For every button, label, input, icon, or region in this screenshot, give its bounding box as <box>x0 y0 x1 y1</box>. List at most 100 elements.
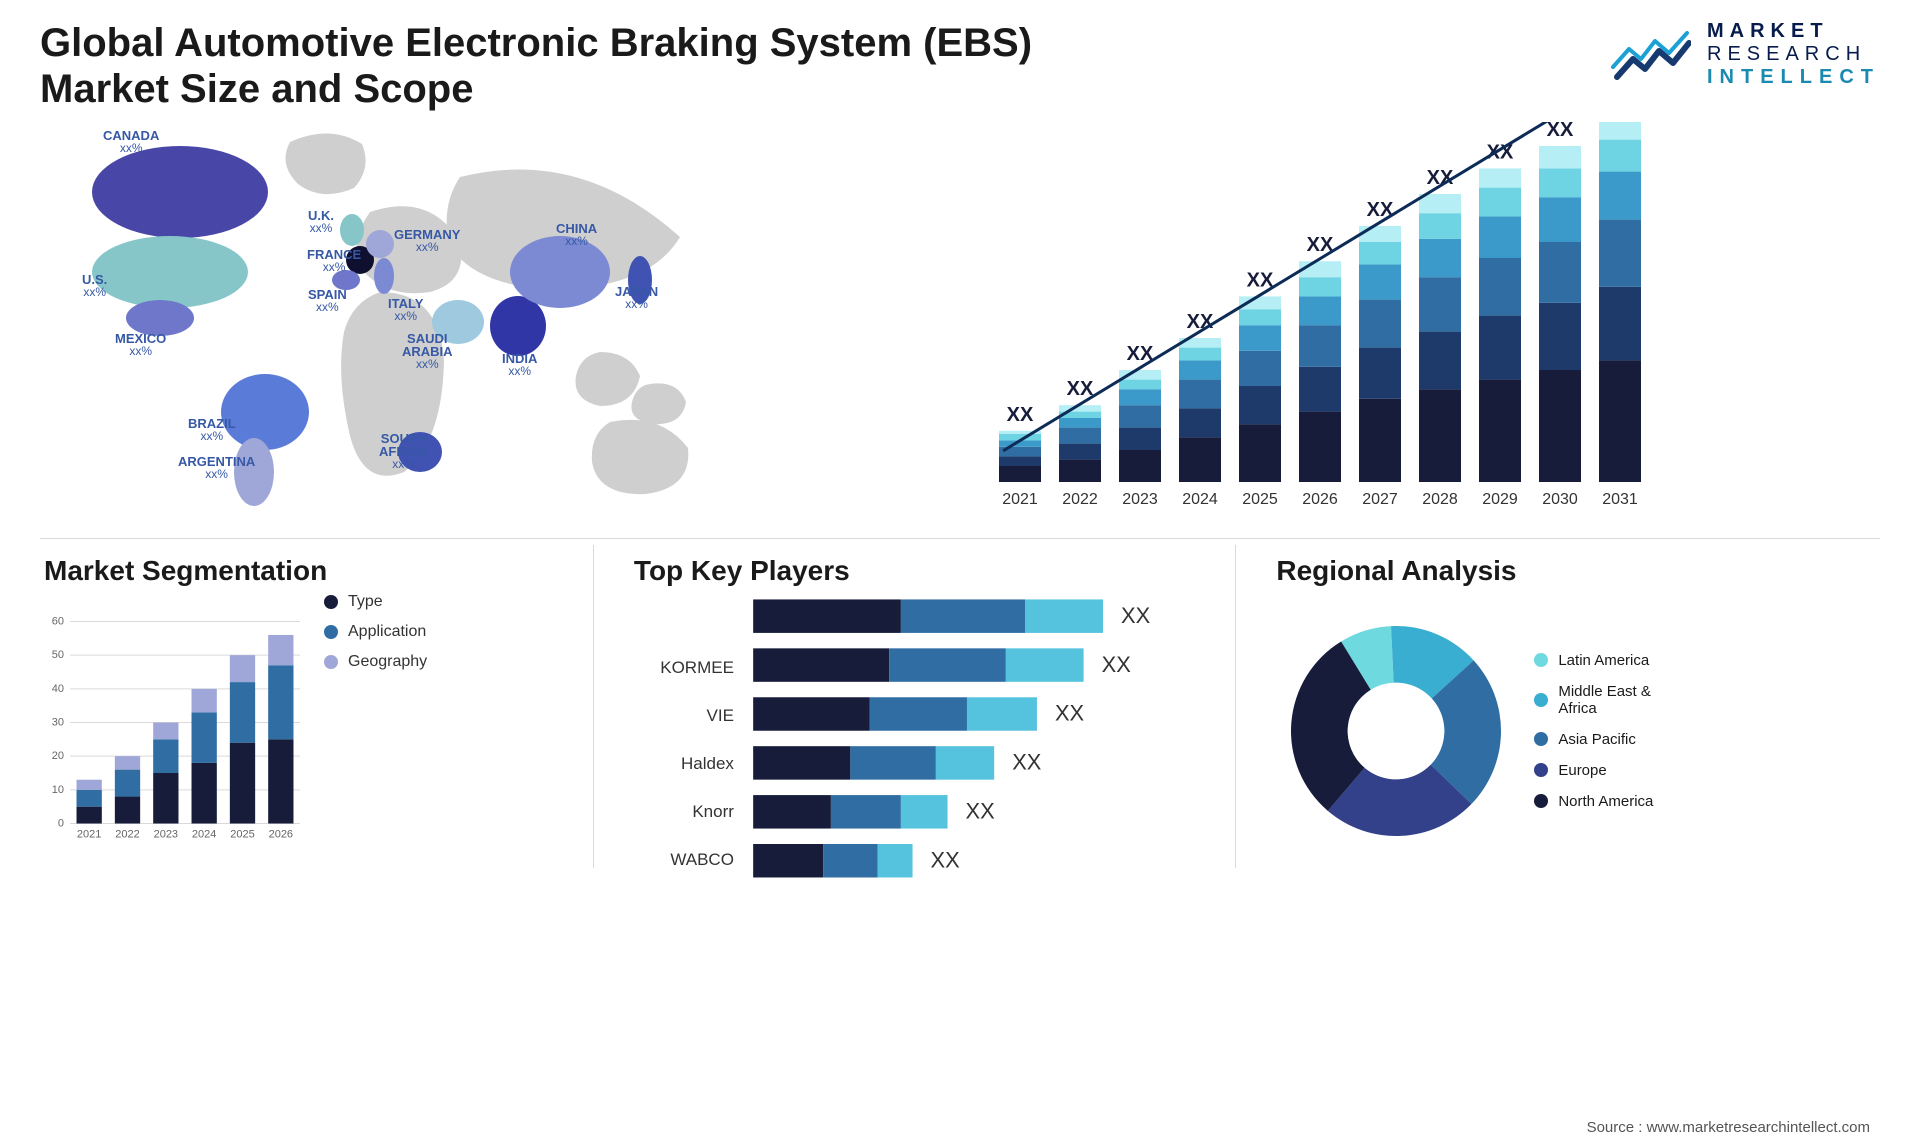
segmentation-heading: Market Segmentation <box>44 555 569 587</box>
player-name: KORMEE <box>660 655 734 681</box>
players-heading: Top Key Players <box>634 555 1211 587</box>
legend-label: Latin America <box>1558 652 1649 669</box>
big-bar-seg <box>1119 380 1161 390</box>
svg-text:2026: 2026 <box>269 829 293 841</box>
seg-bar-seg <box>77 780 102 790</box>
player-bar-seg <box>753 599 901 632</box>
svg-text:XX: XX <box>1121 603 1151 628</box>
market-size-bar-chart: XX2021XX2022XX2023XX2024XX2025XX2026XX20… <box>760 122 1880 522</box>
seg-bar-seg <box>77 790 102 807</box>
big-bar-seg <box>1419 389 1461 482</box>
map-label-france: FRANCExx% <box>307 248 361 273</box>
legend-swatch-icon <box>1534 653 1548 667</box>
seg-bar-seg <box>192 689 217 713</box>
seg-bar-seg <box>115 770 140 797</box>
big-bar-seg <box>1539 197 1581 242</box>
svg-text:40: 40 <box>52 683 64 695</box>
page-root: Global Automotive Electronic Braking Sys… <box>0 0 1920 1146</box>
donut-hole <box>1348 682 1445 779</box>
big-bar-seg <box>1479 168 1521 187</box>
legend-swatch-icon <box>324 595 338 609</box>
legend-label: Asia Pacific <box>1558 731 1636 748</box>
players-panel: Top Key Players KORMEEVIEHaldexKnorrWABC… <box>630 545 1236 868</box>
map-label-germany: GERMANYxx% <box>394 228 460 253</box>
map-label-mexico: MEXICOxx% <box>115 332 166 357</box>
players-chart: XXXXXXXXXXXX <box>748 593 1211 899</box>
map-region-us <box>92 236 248 308</box>
svg-text:2025: 2025 <box>230 829 254 841</box>
player-bar-seg <box>753 795 831 828</box>
svg-text:XX: XX <box>1012 750 1042 775</box>
legend-label: Geography <box>348 653 427 671</box>
big-bar-seg <box>1239 351 1281 386</box>
seg-bar-seg <box>230 682 255 743</box>
big-bar-seg <box>999 466 1041 482</box>
player-name: Haldex <box>681 751 734 777</box>
big-bar-seg <box>1599 360 1641 482</box>
seg-bar-seg <box>153 723 178 740</box>
big-bar-seg <box>1539 146 1581 168</box>
big-bar-seg <box>1599 287 1641 361</box>
svg-text:2021: 2021 <box>1002 491 1038 508</box>
map-label-italy: ITALYxx% <box>388 297 423 322</box>
big-bar-seg <box>1419 239 1461 277</box>
seg-bar-seg <box>268 739 293 823</box>
big-bar-seg <box>1599 140 1641 172</box>
brand-line1: MARKET <box>1707 20 1880 43</box>
brand-logo: MARKET RESEARCH INTELLECT <box>1611 20 1880 89</box>
player-name: VIE <box>707 703 734 729</box>
seg-bar-seg <box>268 635 293 665</box>
big-bar-seg <box>1419 332 1461 390</box>
legend-swatch-icon <box>1534 693 1548 707</box>
player-bar-seg <box>1006 648 1084 681</box>
big-bar-seg <box>1359 399 1401 482</box>
seg-legend-item: Application <box>324 623 427 641</box>
svg-text:2023: 2023 <box>154 829 178 841</box>
big-bar-seg <box>1299 277 1341 296</box>
region-legend-item: Asia Pacific <box>1534 731 1653 748</box>
big-bar-seg <box>1359 264 1401 299</box>
big-bar-seg <box>1419 213 1461 239</box>
big-bar-seg <box>999 456 1041 466</box>
player-bar-seg <box>870 697 967 730</box>
big-bar-seg <box>1599 172 1641 220</box>
segmentation-legend: Type Application Geography <box>324 593 427 868</box>
big-bar-seg <box>1599 122 1641 140</box>
player-bar-seg <box>753 844 823 877</box>
player-bar-seg <box>753 697 870 730</box>
svg-text:60: 60 <box>52 616 64 628</box>
map-region-italy <box>374 258 394 294</box>
svg-text:30: 30 <box>52 717 64 729</box>
svg-text:2030: 2030 <box>1542 491 1578 508</box>
seg-bar-seg <box>192 712 217 763</box>
big-bar-seg <box>1059 460 1101 482</box>
svg-text:2024: 2024 <box>192 829 216 841</box>
big-bar-seg <box>1239 386 1281 424</box>
big-bar-seg <box>1479 188 1521 217</box>
region-heading: Regional Analysis <box>1276 555 1880 587</box>
big-bar-seg <box>1239 424 1281 482</box>
svg-text:20: 20 <box>52 750 64 762</box>
title-block: Global Automotive Electronic Braking Sys… <box>40 20 1040 112</box>
player-bar-seg <box>967 697 1037 730</box>
svg-text:2028: 2028 <box>1422 491 1458 508</box>
region-donut-chart <box>1281 616 1511 846</box>
player-bar-seg <box>753 746 850 779</box>
svg-text:XX: XX <box>1547 122 1574 141</box>
legend-label: Europe <box>1558 762 1606 779</box>
map-label-brazil: BRAZILxx% <box>188 417 236 442</box>
big-bar-seg <box>1419 194 1461 213</box>
brand-line2: RESEARCH <box>1707 43 1880 66</box>
big-bar-seg <box>1359 300 1401 348</box>
map-region-germany <box>366 230 394 258</box>
seg-bar-seg <box>115 797 140 824</box>
map-label-india: INDIAxx% <box>502 352 537 377</box>
seg-legend-item: Type <box>324 593 427 611</box>
segmentation-chart: 0102030405060202120222023202420252026 <box>44 593 304 868</box>
legend-swatch-icon <box>1534 794 1548 808</box>
map-region-canada <box>92 146 268 238</box>
svg-text:2024: 2024 <box>1182 491 1218 508</box>
svg-text:2023: 2023 <box>1122 491 1158 508</box>
big-bar-seg <box>1479 258 1521 316</box>
big-bar-seg <box>1419 277 1461 331</box>
